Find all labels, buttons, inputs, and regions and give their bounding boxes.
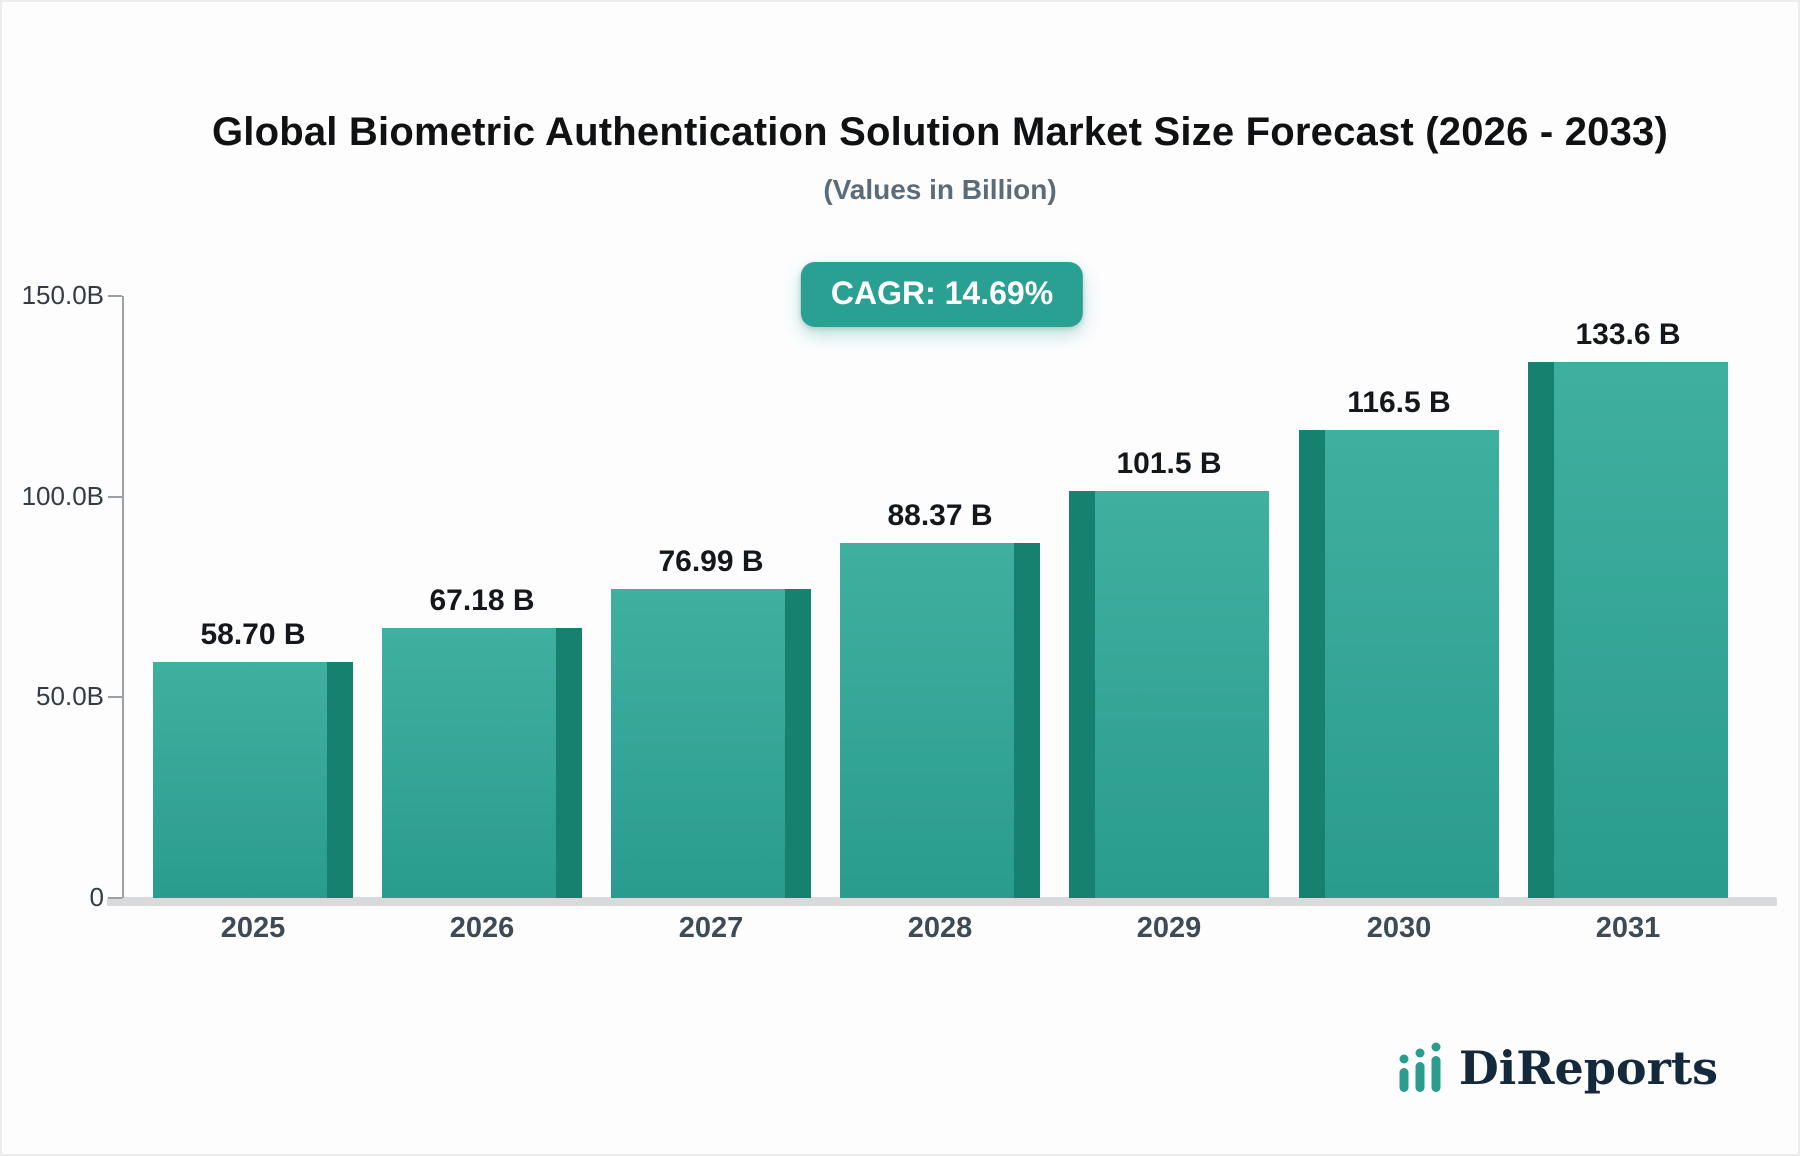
bar-2028[interactable]	[840, 543, 1040, 898]
bar-value-label: 88.37 B	[887, 499, 993, 533]
bar-face	[382, 628, 556, 898]
y-axis-label: 50.0B	[36, 681, 104, 712]
bar-face	[153, 662, 327, 898]
bar-face	[1095, 490, 1269, 898]
title-wrap: Global Biometric Authentication Solution…	[82, 110, 1798, 155]
y-axis-label: 100.0B	[21, 480, 104, 511]
bar-2030[interactable]	[1299, 430, 1499, 898]
bar-chart-icon	[1395, 1042, 1451, 1094]
cagr-badge: CAGR: 14.69%	[800, 262, 1084, 327]
bar-value-label: 58.70 B	[200, 618, 306, 652]
y-axis-label: 0	[89, 882, 104, 912]
bar-side-shade	[327, 662, 353, 898]
bar-side-shade	[1528, 361, 1554, 898]
x-axis-label: 2028	[907, 912, 973, 944]
x-axis-label: 2030	[1366, 912, 1432, 944]
x-axis-label: 2031	[1595, 912, 1661, 944]
bar-value-label: 76.99 B	[658, 545, 764, 578]
y-axis-tick	[108, 495, 122, 498]
y-axis-tick	[108, 897, 122, 899]
bar-2029[interactable]	[1069, 490, 1269, 898]
bar-face	[840, 543, 1014, 898]
x-axis-label: 2027	[678, 912, 744, 944]
x-axis-label: 2029	[1136, 912, 1202, 944]
bar-2027[interactable]	[611, 589, 811, 898]
bar-face	[1325, 430, 1499, 898]
bar-2026[interactable]	[382, 628, 582, 898]
chart-title: Global Biometric Authentication Solution…	[211, 110, 1669, 154]
x-axis-label: 2025	[220, 912, 286, 944]
chart-subtitle: (Values in Billion)	[823, 174, 1057, 205]
bar-value-label: 116.5 B	[1347, 386, 1451, 420]
bar-side-shade	[785, 589, 811, 898]
bar-side-shade	[1069, 490, 1095, 898]
bar-value-label: 101.5 B	[1116, 446, 1222, 480]
bar-value-label: 133.6 B	[1575, 317, 1681, 351]
bar-2031[interactable]	[1528, 361, 1728, 898]
bar-face	[611, 589, 785, 898]
y-axis-tick	[108, 295, 122, 297]
bar-face	[1554, 361, 1728, 898]
y-axis-label: 150.0B	[21, 280, 104, 310]
brand-logo: DiReports	[1395, 1042, 1718, 1094]
y-axis-tick	[108, 696, 122, 699]
y-axis-line	[122, 296, 124, 898]
x-axis-baseline	[107, 897, 1777, 906]
brand-name: DiReports	[1458, 1041, 1718, 1095]
bar-value-label: 67.18 B	[429, 584, 535, 618]
bar-side-shade	[1014, 543, 1040, 898]
bar-2025[interactable]	[153, 662, 353, 898]
bar-side-shade	[556, 628, 582, 898]
bar-side-shade	[1299, 430, 1325, 898]
x-axis-label: 2026	[449, 912, 515, 944]
